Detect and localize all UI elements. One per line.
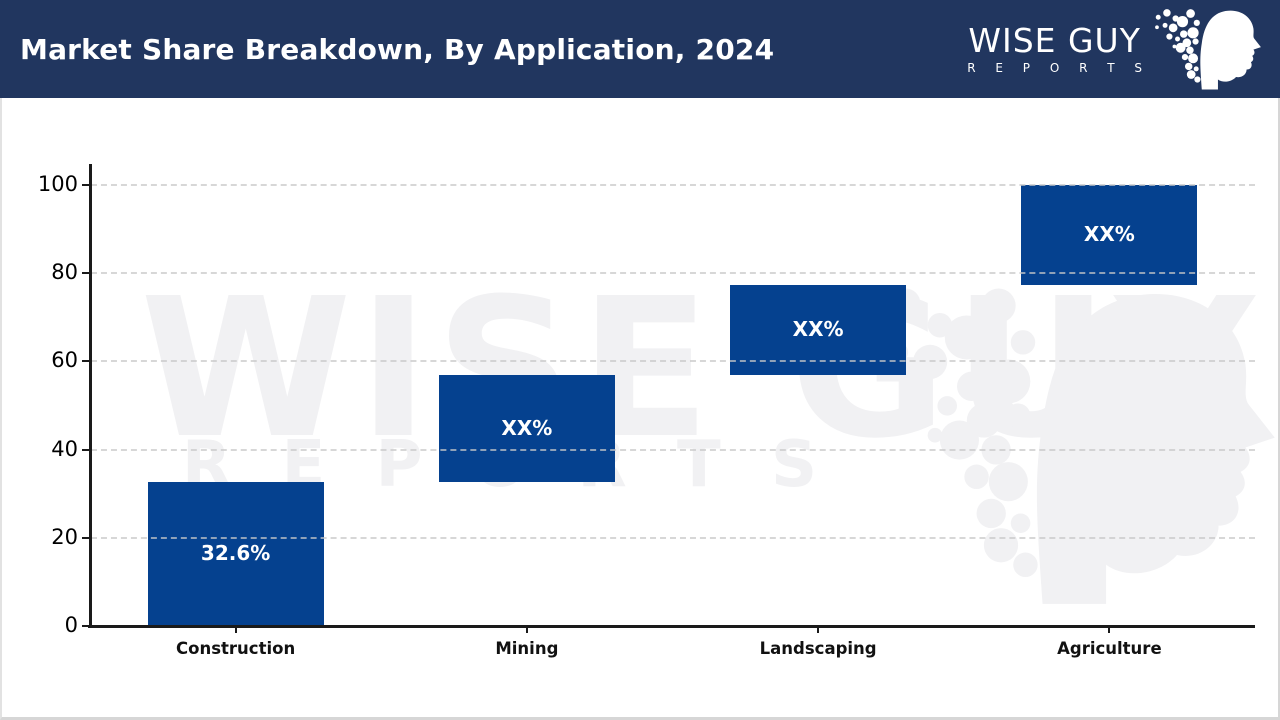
gridline-60 (91, 360, 1255, 363)
header: Market Share Breakdown, By Application, … (0, 0, 1280, 98)
wiseguy-logo: WISE GUY R E P O R T S (959, 8, 1264, 90)
x-axis-label-agriculture: Agriculture (1057, 639, 1162, 658)
y-axis-tick-label: 80 (51, 260, 78, 285)
page-title: Market Share Breakdown, By Application, … (20, 32, 775, 66)
y-axis-tick-label: 20 (51, 524, 78, 549)
bar-landscaping[interactable] (730, 284, 907, 375)
gridline-40 (91, 448, 1255, 451)
bar-construction[interactable] (147, 482, 324, 626)
y-axis-tick-label: 0 (64, 613, 78, 637)
x-axis-label-construction: Construction (176, 639, 296, 658)
y-axis-tick (82, 360, 90, 363)
x-axis-tick (234, 626, 237, 633)
bar-value-label: 32.6% (200, 541, 271, 566)
bar-value-label: XX% (792, 316, 844, 341)
y-axis-tick (82, 536, 90, 539)
gridline-100 (91, 184, 1255, 187)
x-axis-tick (1108, 626, 1111, 633)
y-axis-tick-label: 40 (51, 436, 78, 461)
bar-agriculture[interactable] (1021, 185, 1198, 285)
y-axis-tick-label: 100 (37, 172, 78, 197)
x-axis-tick (525, 626, 528, 633)
y-axis-tick (82, 184, 90, 187)
logo-face-icon (1155, 9, 1261, 90)
y-axis-tick (82, 272, 90, 275)
x-axis-line (88, 625, 1255, 628)
y-axis-tick (82, 625, 90, 627)
y-axis-tick-label: 60 (51, 348, 78, 373)
y-axis-tick (82, 448, 90, 451)
logo-wordmark: WISE GUY (968, 21, 1141, 60)
x-axis-label-mining: Mining (495, 639, 559, 658)
bar-value-label: XX% (1083, 221, 1135, 246)
chart-area: WISE GUY R E P O R T S 32.6%XX%XX%XX%020… (0, 98, 1280, 720)
logo-subtext: R E P O R T S (967, 61, 1150, 75)
plot-region: 32.6% XX% XX% XX% 0 20 40 60 80 100 Construction Mi… (2, 98, 1278, 717)
bar-value-label: XX% (501, 415, 553, 440)
gridline-80 (91, 272, 1255, 275)
gridline-20 (91, 536, 1255, 539)
x-axis-label-landscaping: Landscaping (759, 639, 877, 658)
bar-mining[interactable] (438, 374, 615, 483)
x-axis-tick (817, 626, 820, 633)
y-axis-line (89, 164, 92, 628)
